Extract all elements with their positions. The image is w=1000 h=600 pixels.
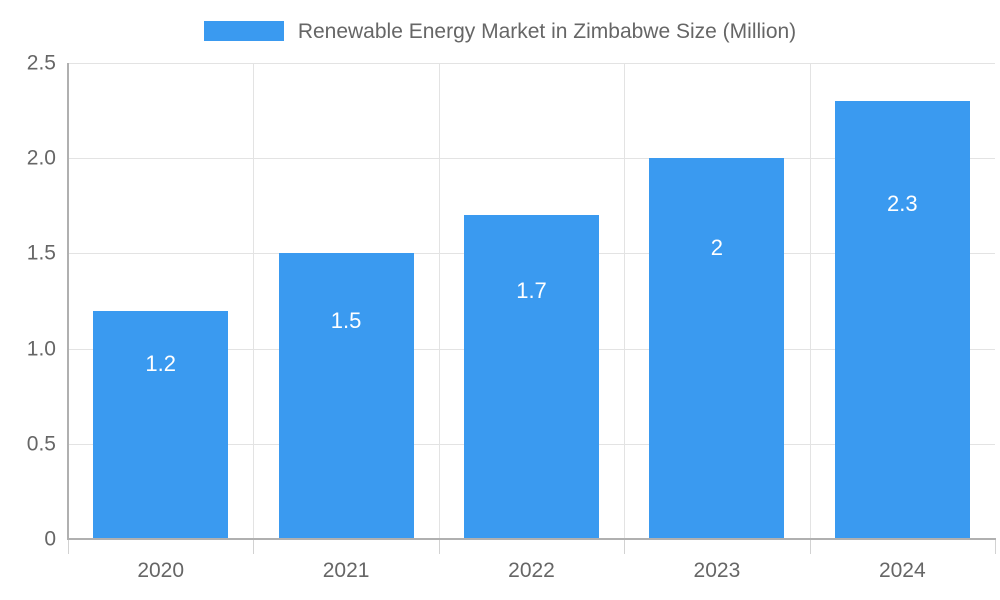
x-axis-label-2023: 2023 [693, 559, 741, 582]
y-axis-tick-label: 1.5 [26, 241, 56, 265]
y-axis-tick-label: 0 [44, 527, 56, 551]
x-axis-tick-mark [68, 540, 69, 554]
gridline-vertical [809, 63, 811, 539]
gridline-horizontal [68, 158, 995, 160]
bar-2022[interactable] [464, 215, 599, 539]
y-axis-line [67, 63, 69, 540]
bar-2024[interactable] [834, 101, 970, 539]
x-axis-tick-mark [995, 540, 996, 554]
bar-2020[interactable] [93, 310, 229, 539]
gridline-horizontal [68, 63, 995, 64]
x-axis-tick-mark [438, 540, 440, 554]
legend-item-label: Renewable Energy Market in Zimbabwe Size… [297, 19, 797, 43]
x-axis-label-2020: 2020 [137, 559, 185, 582]
x-axis-label-2022: 2022 [508, 559, 555, 582]
y-axis-tick-label: 1.0 [26, 337, 56, 361]
bar-2023[interactable] [649, 158, 785, 539]
x-axis-tick-mark [253, 540, 255, 554]
legend-color-swatch [203, 21, 284, 41]
plot-area [68, 63, 995, 540]
y-axis-tick-label: 2.5 [26, 51, 56, 75]
x-axis-label-2024: 2024 [878, 559, 926, 582]
x-axis-tick-mark [809, 540, 811, 554]
chart-legend: Renewable Energy Market in Zimbabwe Size… [0, 14, 1000, 48]
x-axis-label-2021: 2021 [322, 559, 370, 582]
bar-2021[interactable] [278, 253, 414, 539]
y-axis-tick-label: 2.0 [26, 146, 56, 170]
x-axis-tick-mark [624, 540, 626, 554]
y-axis-tick-label: 0.5 [26, 432, 56, 456]
legend-item-renewable-energy[interactable]: Renewable Energy Market in Zimbabwe Size… [203, 19, 797, 43]
gridline-vertical [438, 63, 440, 539]
gridline-vertical [253, 63, 255, 539]
gridline-vertical [624, 63, 626, 539]
x-axis-line [67, 538, 996, 540]
